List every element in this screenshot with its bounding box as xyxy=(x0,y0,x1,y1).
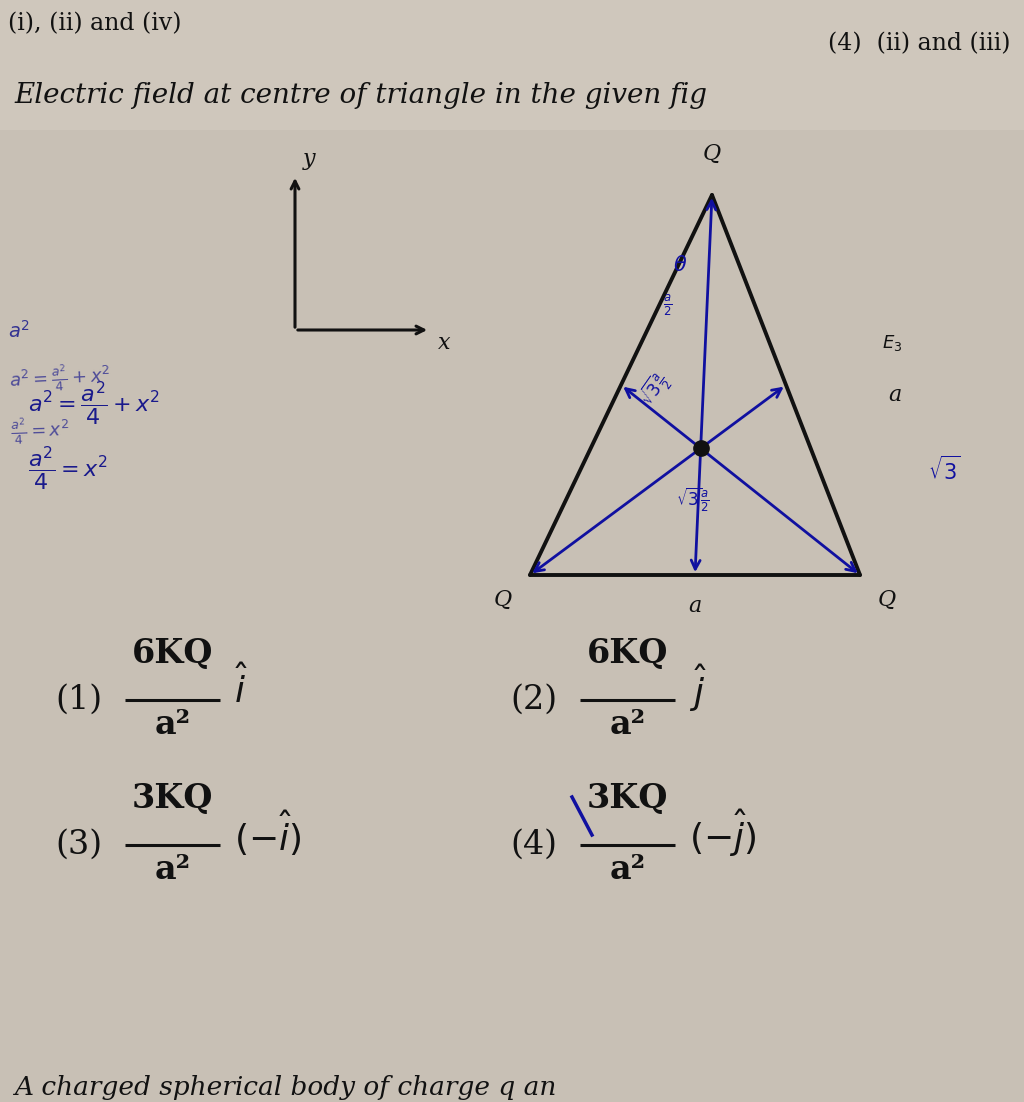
Bar xyxy=(0,0,1024,130)
Text: $\hat{j}$: $\hat{j}$ xyxy=(689,662,707,713)
Text: $(-\hat{i})$: $(-\hat{i})$ xyxy=(234,809,301,857)
Text: Q: Q xyxy=(702,143,721,165)
Text: x: x xyxy=(438,332,451,354)
Text: (4)  (ii) and (iii): (4) (ii) and (iii) xyxy=(827,32,1010,55)
Text: (3): (3) xyxy=(55,829,102,861)
Text: a²: a² xyxy=(155,853,190,886)
Text: Electric field at centre of triangle in the given fig: Electric field at centre of triangle in … xyxy=(14,82,707,109)
Text: Q: Q xyxy=(494,588,512,611)
Text: $\frac{a^2}{4} = x^2$: $\frac{a^2}{4} = x^2$ xyxy=(10,415,70,449)
Text: $\dfrac{a^2}{4} = x^2$: $\dfrac{a^2}{4} = x^2$ xyxy=(28,445,108,493)
Text: $a^2$: $a^2$ xyxy=(8,320,30,342)
Text: $a^2 = \dfrac{a^2}{4} + x^2$: $a^2 = \dfrac{a^2}{4} + x^2$ xyxy=(28,380,160,429)
Text: $\sqrt{3}\frac{a}{2}$: $\sqrt{3}\frac{a}{2}$ xyxy=(634,368,677,412)
Text: $\sqrt{3}\frac{a}{2}$: $\sqrt{3}\frac{a}{2}$ xyxy=(676,486,710,515)
Text: y: y xyxy=(303,148,315,170)
Text: a: a xyxy=(688,595,701,617)
Text: a²: a² xyxy=(609,707,645,741)
Text: (4): (4) xyxy=(510,829,557,861)
Text: (1): (1) xyxy=(55,684,102,716)
Text: (2): (2) xyxy=(510,684,557,716)
Text: 3KQ: 3KQ xyxy=(587,782,669,815)
Text: 6KQ: 6KQ xyxy=(132,637,213,670)
Text: a: a xyxy=(888,383,901,406)
Text: $\frac{a}{2}$: $\frac{a}{2}$ xyxy=(663,292,672,317)
Text: 3KQ: 3KQ xyxy=(132,782,213,815)
Text: a²: a² xyxy=(155,707,190,741)
Text: $a^2 = \frac{a^2}{4} + x^2$: $a^2 = \frac{a^2}{4} + x^2$ xyxy=(8,360,111,397)
Text: a²: a² xyxy=(609,853,645,886)
Text: 6KQ: 6KQ xyxy=(587,637,669,670)
Text: $(-\hat{j})$: $(-\hat{j})$ xyxy=(689,808,757,858)
Text: $\sqrt{3}$: $\sqrt{3}$ xyxy=(928,455,961,484)
Text: $\theta$: $\theta$ xyxy=(673,255,687,276)
Text: Q: Q xyxy=(878,588,896,611)
Text: (i), (ii) and (iv): (i), (ii) and (iv) xyxy=(8,12,181,35)
Text: $\hat{i}$: $\hat{i}$ xyxy=(234,666,248,710)
Text: $E_3$: $E_3$ xyxy=(882,333,902,353)
Text: A charged spherical body of charge q an: A charged spherical body of charge q an xyxy=(14,1074,556,1100)
